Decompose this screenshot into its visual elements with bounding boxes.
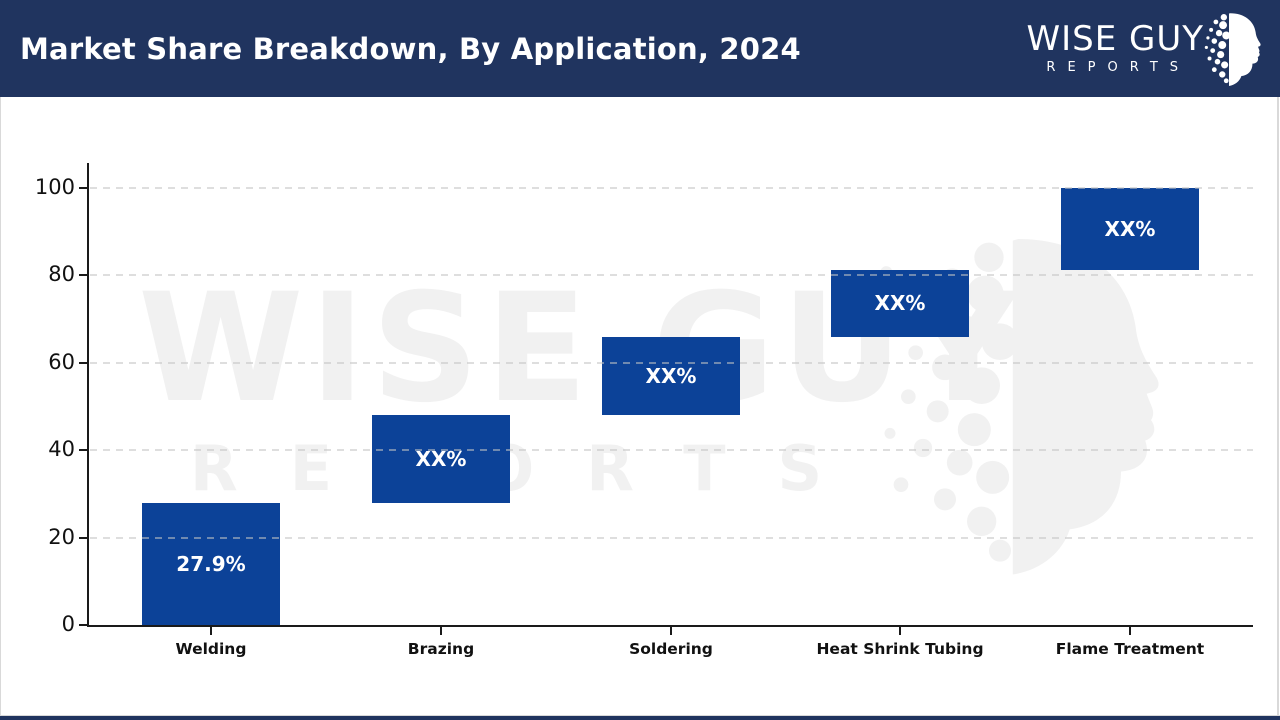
y-tick-label: 80 xyxy=(48,262,75,286)
logo-wordmark: WISE GUY xyxy=(1026,19,1204,60)
x-tick-label-brazing: Brazing xyxy=(407,640,475,658)
x-tick-mark xyxy=(210,627,212,635)
x-tick-label-soldering: Soldering xyxy=(629,640,713,658)
gridline-60 xyxy=(90,361,1253,364)
footer-bar xyxy=(0,716,1280,720)
bar-brazing: XX% xyxy=(372,414,510,503)
x-tick-mark xyxy=(1129,627,1131,635)
y-axis-spine xyxy=(87,163,89,627)
bar-value-label: XX% xyxy=(1104,216,1156,241)
x-tick-mark xyxy=(670,627,672,635)
header-bar: Market Share Breakdown, By Application, … xyxy=(0,0,1280,97)
x-tick-label-flame-treatment: Flame Treatment xyxy=(1055,640,1205,658)
bar-value-label: 27.9% xyxy=(176,551,246,576)
bar-soldering: XX% xyxy=(602,336,740,415)
x-tick-label-welding: Welding xyxy=(175,640,247,658)
gridline-100 xyxy=(90,186,1253,189)
x-tick-label-heat-shrink-tubing: Heat Shrink Tubing xyxy=(816,640,984,658)
gridline-80 xyxy=(90,274,1253,276)
left-border xyxy=(0,97,1,717)
bar-heat-shrink-tubing: XX% xyxy=(831,269,969,337)
y-tick-mark xyxy=(79,274,87,276)
y-tick-mark xyxy=(79,624,87,626)
page-title: Market Share Breakdown, By Application, … xyxy=(20,31,801,66)
logo-text: WISE GUY REPORTS xyxy=(1026,19,1204,75)
x-tick-mark xyxy=(440,627,442,635)
wise-guy-reports-logo: WISE GUY REPORTS xyxy=(1026,9,1262,89)
x-tick-mark xyxy=(899,627,901,635)
y-tick-label: 100 xyxy=(34,174,75,199)
watermark-subtitle: REPORTS xyxy=(190,432,875,505)
bar-welding: 27.9% xyxy=(142,502,280,625)
x-axis-spine xyxy=(87,625,1253,627)
gridline-20 xyxy=(90,536,1253,539)
right-border xyxy=(1277,97,1279,717)
y-tick-label: 40 xyxy=(48,437,75,461)
y-tick-mark xyxy=(79,186,87,189)
bar-value-label: XX% xyxy=(874,291,926,316)
y-tick-label: 20 xyxy=(48,524,75,549)
y-tick-mark xyxy=(79,361,87,364)
y-tick-mark xyxy=(79,449,87,451)
bar-value-label: XX% xyxy=(645,363,697,388)
gridline-40 xyxy=(90,449,1253,451)
bottom-border xyxy=(0,715,1280,716)
bar-flame-treatment: XX% xyxy=(1061,187,1199,270)
y-tick-label: 60 xyxy=(48,349,75,374)
logo-subtitle: REPORTS xyxy=(1046,59,1191,75)
dotted-head-icon xyxy=(1204,12,1261,86)
y-tick-label: 0 xyxy=(61,612,75,636)
y-tick-mark xyxy=(79,536,87,539)
